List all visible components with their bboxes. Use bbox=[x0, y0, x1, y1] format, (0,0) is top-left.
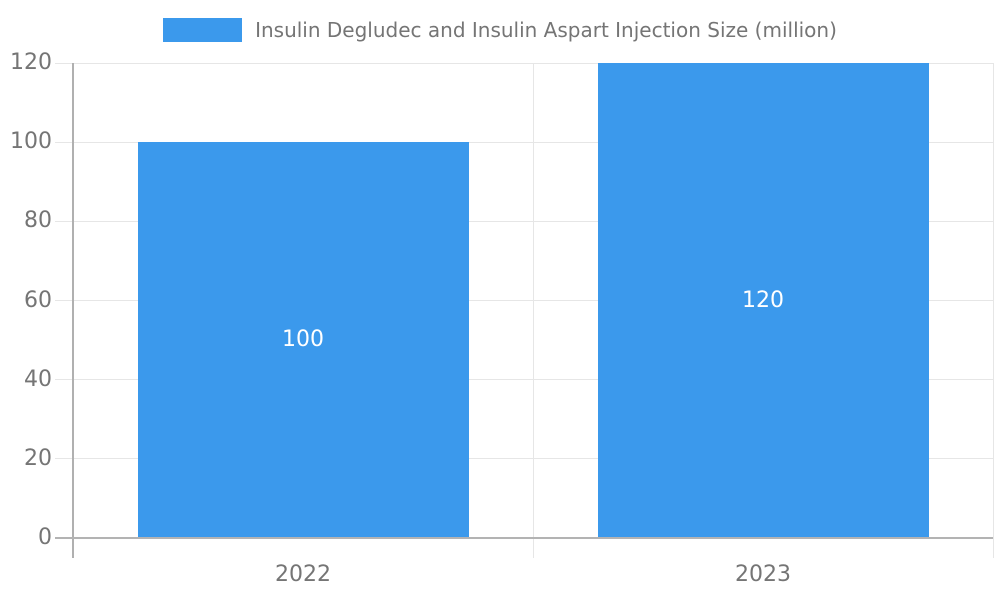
gridline-horizontal bbox=[55, 62, 993, 64]
legend-series-label: Insulin Degludec and Insulin Aspart Inje… bbox=[255, 18, 837, 42]
y-axis-tick-label: 100 bbox=[10, 129, 52, 155]
legend-color-swatch bbox=[163, 18, 243, 42]
bar-value-label: 100 bbox=[282, 327, 324, 353]
x-axis-tick-label: 2023 bbox=[735, 562, 791, 587]
bar[interactable] bbox=[597, 63, 929, 538]
y-axis-tick-label: 80 bbox=[24, 208, 52, 234]
y-axis-line bbox=[72, 63, 74, 558]
y-axis-tick-label: 40 bbox=[24, 366, 52, 392]
y-axis-tick-label: 0 bbox=[38, 525, 52, 550]
x-axis-line bbox=[55, 537, 993, 539]
gridline-horizontal bbox=[55, 141, 993, 143]
gridline-horizontal bbox=[55, 379, 993, 381]
y-axis-tick-label: 120 bbox=[10, 50, 52, 75]
y-axis-tick-label: 20 bbox=[24, 445, 52, 471]
gridline-horizontal bbox=[55, 458, 993, 460]
bar[interactable] bbox=[137, 142, 469, 538]
gridline-vertical bbox=[532, 63, 534, 558]
gridline-horizontal bbox=[55, 220, 993, 222]
gridline-vertical bbox=[992, 63, 994, 558]
chart-legend[interactable]: Insulin Degludec and Insulin Aspart Inje… bbox=[0, 16, 1000, 44]
gridline-horizontal bbox=[55, 300, 993, 301]
x-axis-tick-label: 2022 bbox=[275, 562, 331, 587]
y-axis-tick-label: 60 bbox=[24, 287, 52, 313]
bar-value-label: 120 bbox=[742, 287, 784, 313]
